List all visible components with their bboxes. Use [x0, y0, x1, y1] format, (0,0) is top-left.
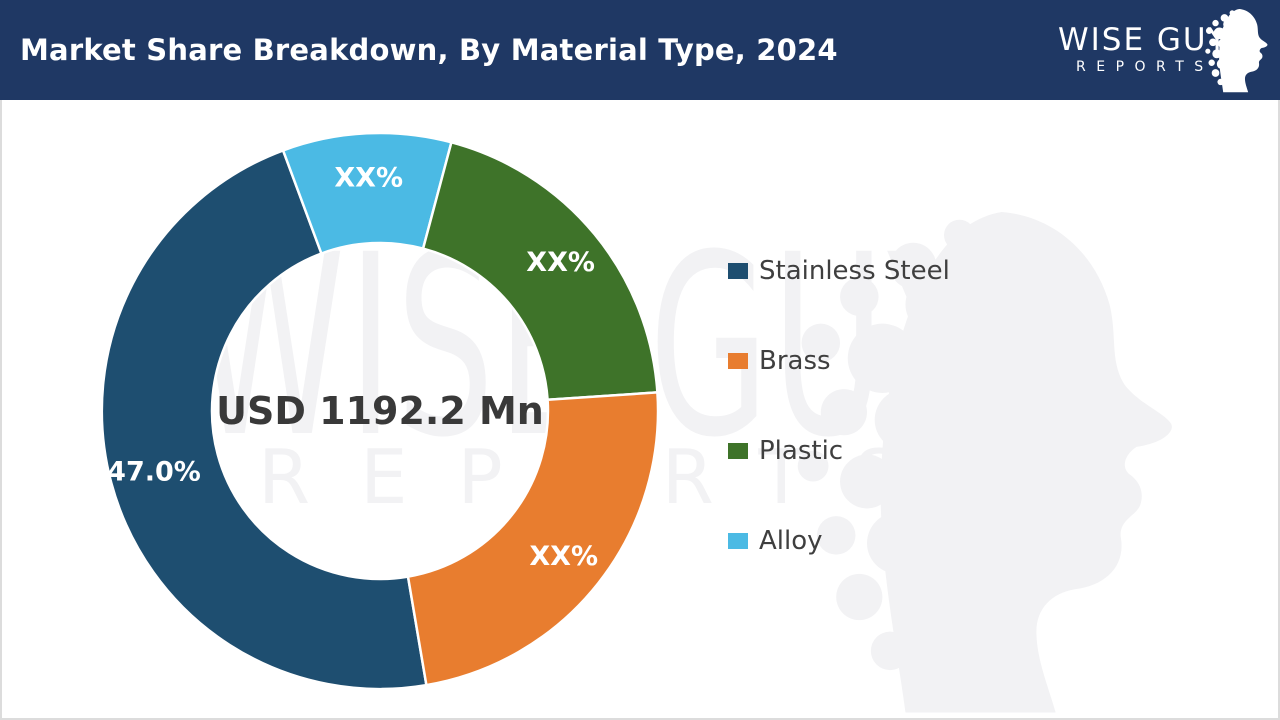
legend-item-brass: Brass — [728, 345, 831, 377]
legend-label: Brass — [759, 346, 831, 376]
brand-logo: WISE GUY REPORTS — [1024, 0, 1274, 100]
legend-item-plastic: Plastic — [728, 435, 843, 467]
legend-swatch-plastic — [728, 443, 748, 459]
legend-swatch-alloy — [728, 533, 748, 549]
legend-item-alloy: Alloy — [728, 525, 823, 557]
logo-subtext: REPORTS — [1076, 59, 1214, 75]
legend-swatch-stainless-steel — [728, 263, 748, 279]
header-bar: Market Share Breakdown, By Material Type… — [0, 0, 1280, 100]
logo-wordmark: WISE GUY — [1058, 22, 1229, 58]
logo-face-icon — [1205, 9, 1268, 93]
legend-item-stainless-steel: Stainless Steel — [728, 255, 950, 287]
legend-label: Alloy — [759, 526, 823, 556]
page-title: Market Share Breakdown, By Material Type… — [20, 33, 838, 67]
legend-swatch-brass — [728, 353, 748, 369]
legend-label: Stainless Steel — [759, 256, 950, 286]
legend-label: Plastic — [759, 436, 844, 466]
